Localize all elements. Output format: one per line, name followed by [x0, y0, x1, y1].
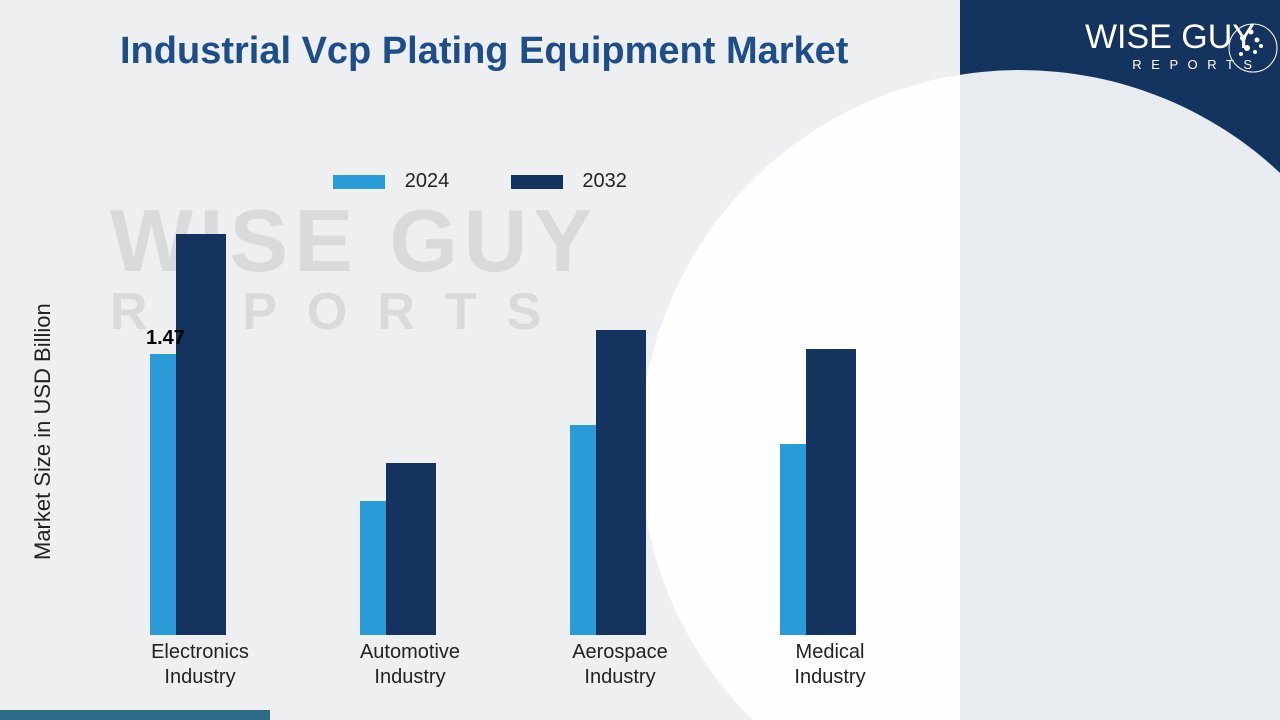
legend-label-2032: 2032 [582, 170, 627, 192]
bar-2032 [386, 463, 436, 635]
legend-swatch-2032 [511, 175, 563, 189]
footer-bar [0, 710, 270, 720]
brand-logo: WISE GUY R E P O R T S [1085, 20, 1255, 71]
y-axis-title: Market Size in USD Billion [30, 303, 56, 560]
chart-title: Industrial Vcp Plating Equipment Market [120, 30, 860, 73]
legend-item-2024: 2024 [333, 170, 449, 193]
legend: 2024 2032 [0, 170, 960, 193]
legend-swatch-2024 [333, 175, 385, 189]
stage: WISE GUY REPORTS Industrial Vcp Plating … [0, 0, 1280, 720]
head-icon [1223, 14, 1280, 84]
bar-2032 [806, 349, 856, 635]
x-axis-label: AutomotiveIndustry [330, 640, 490, 690]
x-axis-label: AerospaceIndustry [540, 640, 700, 690]
plot-area: ElectronicsIndustryAutomotiveIndustryAer… [120, 215, 940, 635]
bar-2032 [596, 330, 646, 635]
legend-label-2024: 2024 [405, 170, 450, 192]
x-axis-label: MedicalIndustry [750, 640, 910, 690]
legend-item-2032: 2032 [511, 170, 627, 193]
bar-value-label: 1.47 [146, 327, 185, 350]
x-axis-label: ElectronicsIndustry [120, 640, 280, 690]
bar-2032 [176, 234, 226, 635]
